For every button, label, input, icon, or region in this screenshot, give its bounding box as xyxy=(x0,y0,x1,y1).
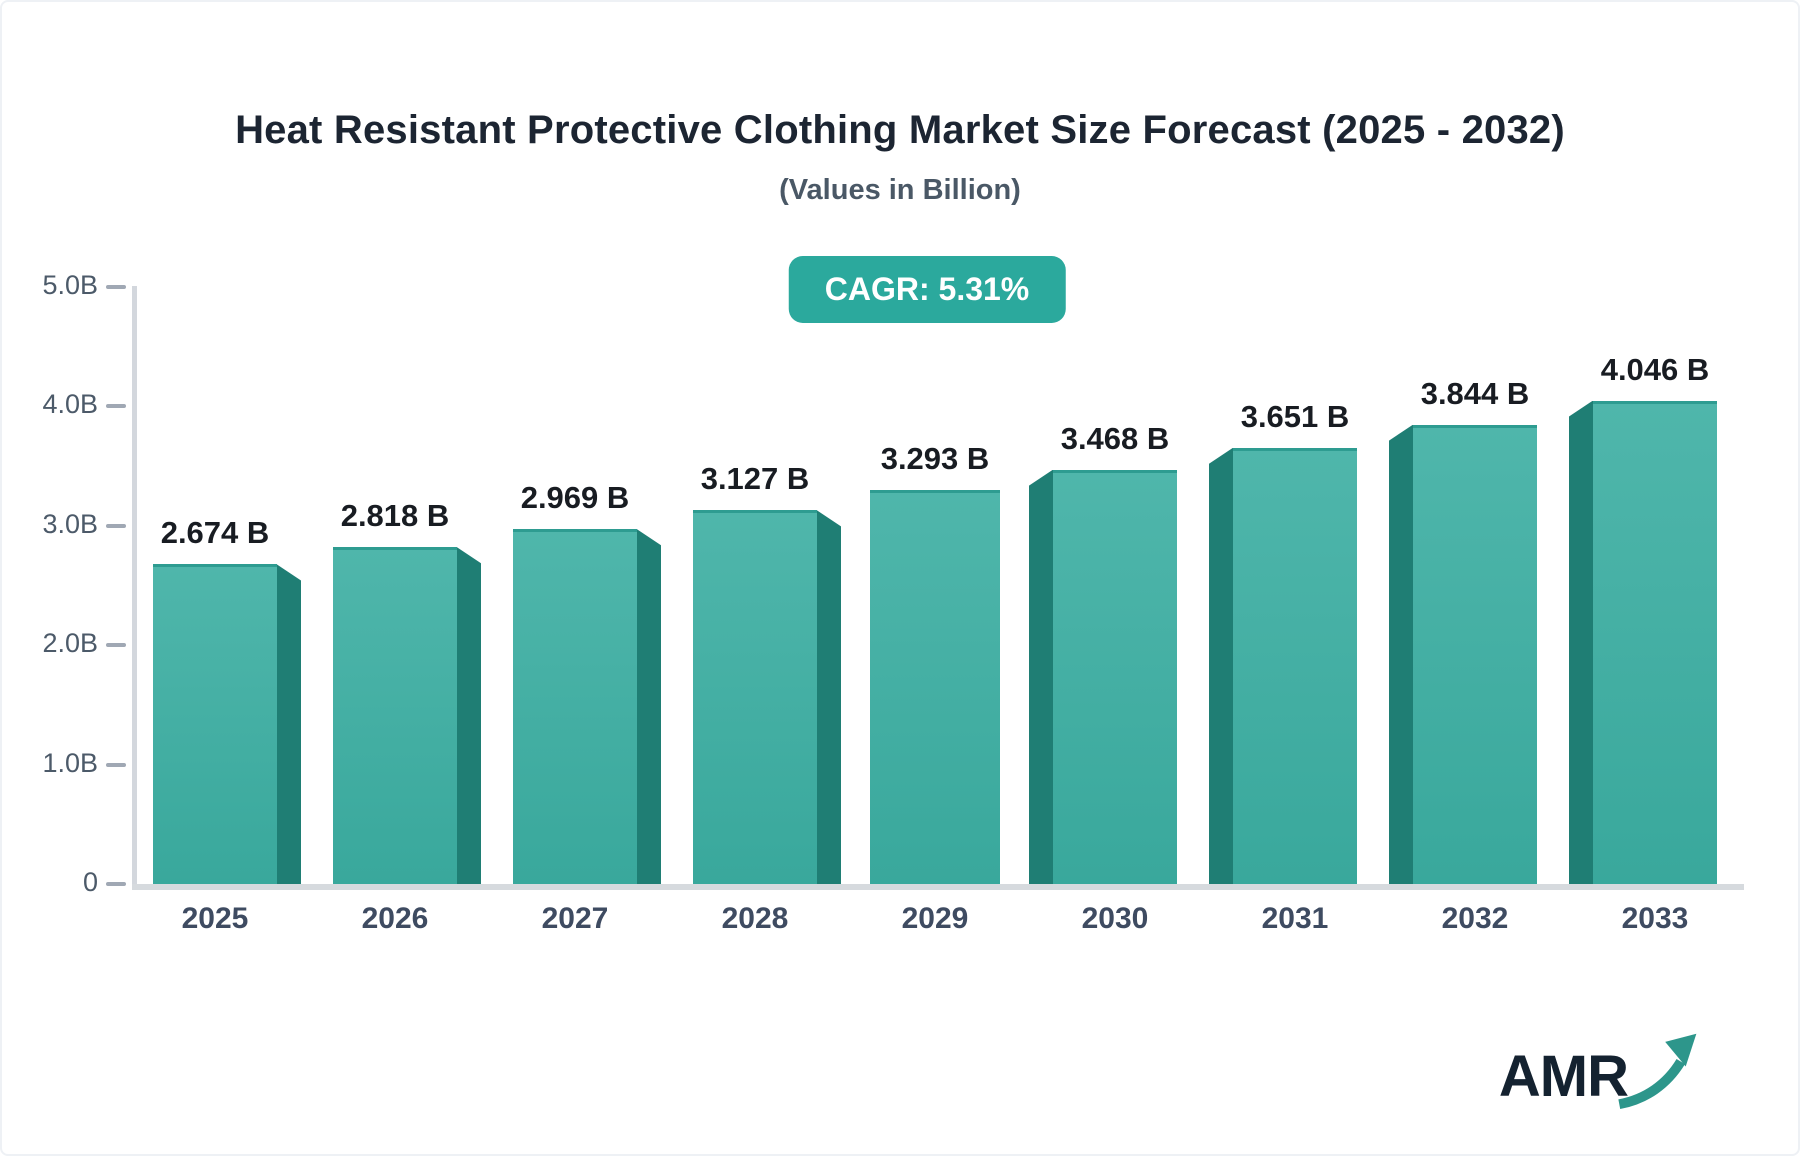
bar-value-label: 3.651 B xyxy=(1240,398,1350,434)
x-tick-label: 2028 xyxy=(721,902,789,935)
bar-value-label: 4.046 B xyxy=(1600,351,1710,387)
bar-face xyxy=(1053,469,1177,884)
amr-logo-text: AMR xyxy=(1498,1044,1629,1109)
bar-2032 xyxy=(1389,424,1537,884)
bar-value-label: 3.844 B xyxy=(1420,375,1530,411)
bar-value-label: 2.674 B xyxy=(160,515,270,551)
bar-2030 xyxy=(1029,469,1177,884)
y-tick-label: 2.0B xyxy=(42,628,98,658)
y-tick-label: 3.0B xyxy=(42,508,98,539)
bar-value-label: 3.468 B xyxy=(1060,420,1170,456)
y-tick-dash xyxy=(106,523,126,528)
bar-side-panel xyxy=(1569,400,1593,884)
cagr-badge: CAGR: 5.31% xyxy=(788,256,1066,323)
bar-2029 xyxy=(870,490,1000,884)
y-tick-dash xyxy=(106,643,126,647)
bar-face xyxy=(1413,424,1537,884)
bar-face xyxy=(513,529,637,884)
growth-arrow-icon xyxy=(1618,1033,1697,1110)
bar-value-label: 3.127 B xyxy=(700,461,810,497)
bar-2031 xyxy=(1209,447,1357,884)
bar-2025 xyxy=(153,564,301,884)
x-tick-label: 2030 xyxy=(1081,902,1149,935)
bar-2027 xyxy=(513,529,661,884)
bar-face xyxy=(1233,447,1357,884)
y-tick-dash xyxy=(106,882,126,886)
y-tick-dash xyxy=(106,762,126,767)
bar-face xyxy=(1593,400,1717,884)
y-tick-dash xyxy=(106,284,126,289)
amr-logo: AMR xyxy=(1498,1032,1698,1110)
y-tick-label: 5.0B xyxy=(42,269,98,300)
bar-side-panel xyxy=(1209,447,1233,884)
chart-subtitle: (Values in Billion) xyxy=(779,174,1021,206)
x-tick-label: 2025 xyxy=(181,902,249,935)
bar-face xyxy=(870,490,1000,884)
bar-2026 xyxy=(333,547,481,884)
bar-face xyxy=(153,564,277,884)
bar-value-label: 3.293 B xyxy=(880,441,990,477)
bar-side-panel xyxy=(1029,469,1053,884)
y-axis-line xyxy=(132,286,137,884)
bar-face xyxy=(333,547,457,884)
bar-face xyxy=(693,510,817,884)
x-tick-label: 2032 xyxy=(1441,902,1509,935)
chart-title: Heat Resistant Protective Clothing Marke… xyxy=(235,108,1565,152)
bar-2033 xyxy=(1569,400,1717,884)
bar-side-panel xyxy=(1389,424,1413,884)
x-tick-label: 2029 xyxy=(901,902,969,935)
bar-side-panel xyxy=(277,564,301,884)
y-tick-dash xyxy=(106,404,126,408)
bar-value-label: 2.818 B xyxy=(340,498,450,534)
x-tick-label: 2027 xyxy=(541,902,609,935)
x-tick-label: 2031 xyxy=(1261,902,1329,935)
bar-value-label: 2.969 B xyxy=(520,480,630,516)
bar-side-panel xyxy=(457,547,481,884)
y-tick-label: 0 xyxy=(82,867,98,897)
bar-2028 xyxy=(693,510,841,884)
x-tick-label: 2033 xyxy=(1621,902,1689,935)
y-tick-label: 1.0B xyxy=(42,747,98,778)
y-tick-label: 4.0B xyxy=(42,389,98,419)
x-axis-baseline xyxy=(132,884,1744,890)
x-tick-label: 2026 xyxy=(361,902,429,935)
bar-side-panel xyxy=(817,510,841,884)
bar-side-panel xyxy=(637,529,661,884)
